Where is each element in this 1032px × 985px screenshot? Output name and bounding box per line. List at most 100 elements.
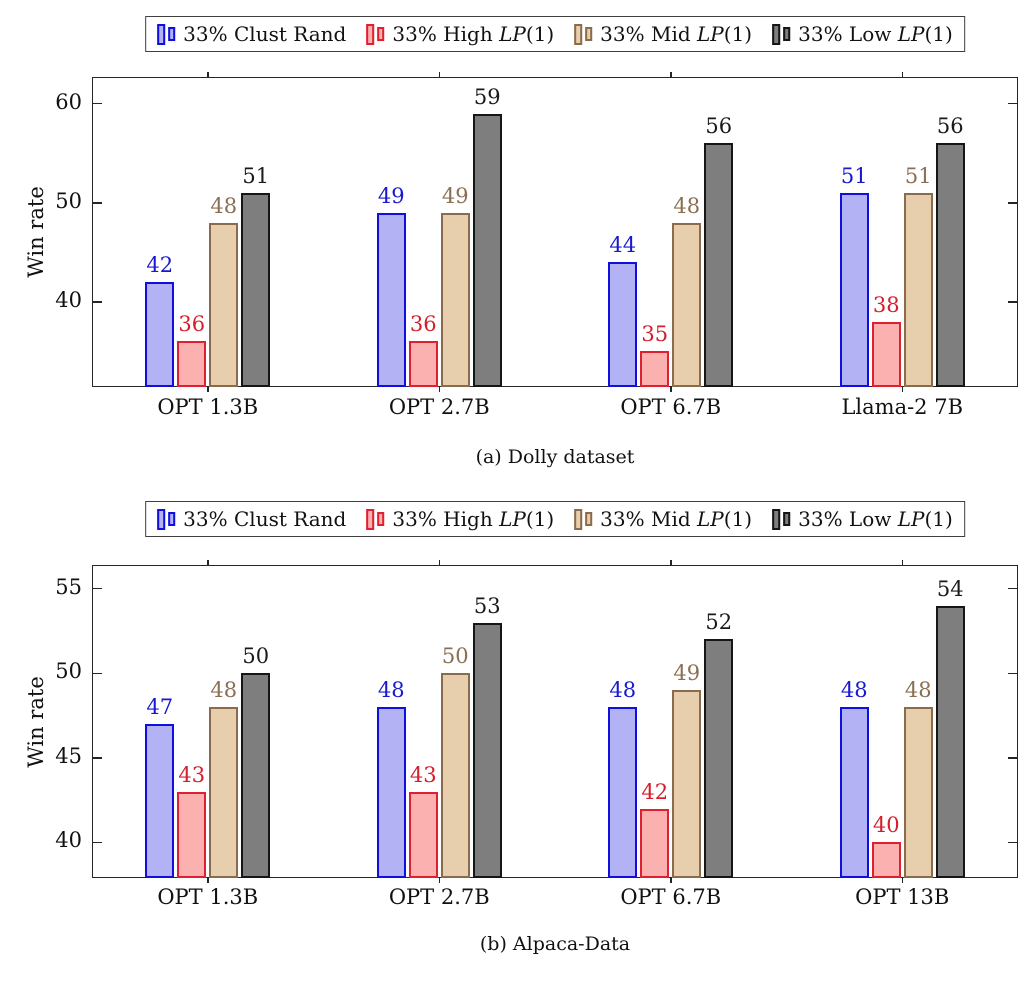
legend: 33% Clust Rand 33% High LP(1) 33% Mid LP(1… bbox=[145, 501, 965, 537]
bar bbox=[241, 673, 271, 878]
bar bbox=[839, 192, 869, 387]
bar-value-label: 51 bbox=[904, 163, 932, 188]
bar-pair-icon bbox=[157, 507, 176, 531]
caption: (a) Dolly dataset bbox=[475, 446, 635, 468]
bar-value-label: 56 bbox=[705, 114, 733, 139]
bar bbox=[935, 605, 965, 878]
legend-label: 33% Mid LP(1) bbox=[600, 22, 752, 46]
bar-value-label: 36 bbox=[178, 312, 206, 337]
legend-label: 33% Clust Rand bbox=[183, 22, 346, 46]
y-tick-label: 50 bbox=[55, 659, 82, 684]
bar bbox=[672, 690, 702, 878]
y-tick-mark bbox=[1008, 587, 1017, 590]
bar-value-label: 48 bbox=[377, 678, 405, 703]
y-tick-mark bbox=[93, 672, 102, 675]
x-tick-mark bbox=[670, 560, 672, 565]
x-tick-mark bbox=[438, 560, 440, 565]
x-tick-mark bbox=[207, 560, 209, 565]
bar bbox=[935, 143, 965, 387]
legend-entry: 33% Clust Rand bbox=[157, 507, 346, 531]
x-tick-mark bbox=[438, 387, 440, 392]
legend-entry: 33% Low LP(1) bbox=[772, 507, 953, 531]
bar bbox=[704, 639, 734, 878]
legend-bar-icon bbox=[585, 512, 593, 526]
legend-bar-icon bbox=[377, 27, 385, 41]
legend-entry: 33% Clust Rand bbox=[157, 22, 346, 46]
x-tick-label: OPT 1.3B bbox=[157, 885, 259, 909]
legend-label-text: (1) bbox=[924, 507, 953, 531]
bar bbox=[839, 707, 869, 878]
legend-bar-icon bbox=[585, 27, 593, 41]
legend-label: 33% High LP(1) bbox=[392, 507, 554, 531]
legend-label-text: 33% Mid bbox=[600, 507, 698, 531]
x-tick-mark bbox=[901, 560, 903, 565]
bar-value-label: 48 bbox=[673, 193, 701, 218]
bar bbox=[672, 222, 702, 387]
legend-bar-icon bbox=[377, 512, 385, 526]
x-tick-label: OPT 1.3B bbox=[157, 395, 259, 419]
x-tick-mark bbox=[207, 878, 209, 883]
legend-entry: 33% Mid LP(1) bbox=[574, 507, 752, 531]
y-tick-label: 55 bbox=[55, 574, 82, 599]
y-tick-mark bbox=[1008, 757, 1017, 759]
y-tick-mark bbox=[1008, 672, 1017, 675]
bar-value-label: 38 bbox=[872, 292, 900, 317]
legend-label-text: (1) bbox=[723, 507, 753, 531]
x-tick-mark bbox=[901, 878, 903, 883]
legend-label-text: LP bbox=[499, 22, 526, 46]
legend-bar-icon bbox=[772, 23, 781, 45]
x-tick-mark bbox=[901, 387, 903, 392]
x-tick-label: OPT 2.7B bbox=[388, 885, 490, 909]
bar bbox=[440, 673, 470, 878]
bar bbox=[903, 192, 933, 387]
legend-bar-icon bbox=[574, 508, 583, 530]
bar-pair-icon bbox=[157, 22, 176, 46]
bar bbox=[903, 707, 933, 878]
bar-value-label: 36 bbox=[409, 312, 437, 337]
bar bbox=[408, 791, 438, 878]
y-tick-mark bbox=[1008, 841, 1017, 844]
y-tick-mark bbox=[93, 102, 102, 105]
bar-value-label: 51 bbox=[242, 163, 270, 188]
x-tick-label: OPT 6.7B bbox=[620, 395, 722, 419]
x-tick-label: Llama-2 7B bbox=[841, 395, 964, 419]
legend-label-text: LP bbox=[897, 22, 925, 46]
legend-label: 33% Low LP(1) bbox=[798, 22, 953, 46]
legend-label-text: 33% High bbox=[392, 507, 500, 531]
x-tick-label: OPT 2.7B bbox=[388, 395, 490, 419]
caption: (b) Alpaca-Data bbox=[479, 933, 631, 955]
legend-bar-icon bbox=[366, 508, 375, 530]
y-tick-mark bbox=[93, 757, 102, 759]
bar-value-label: 48 bbox=[210, 193, 238, 218]
bar bbox=[608, 262, 638, 387]
bar bbox=[640, 808, 670, 878]
bar-pair-icon bbox=[574, 22, 593, 46]
legend-label-text: 33% Clust Rand bbox=[183, 22, 347, 46]
bar-pair-icon bbox=[574, 507, 593, 531]
bar-value-label: 53 bbox=[473, 593, 501, 618]
legend-bar-icon bbox=[366, 23, 375, 45]
legend-label-text: LP bbox=[897, 507, 925, 531]
legend-bar-icon bbox=[157, 508, 166, 530]
legend-label: 33% Low LP(1) bbox=[798, 507, 953, 531]
bar bbox=[209, 707, 239, 878]
bar bbox=[440, 212, 470, 387]
y-tick-mark bbox=[93, 202, 102, 204]
x-tick-mark bbox=[670, 72, 672, 77]
bar bbox=[376, 707, 406, 878]
bar bbox=[177, 791, 207, 878]
bar-value-label: 50 bbox=[242, 644, 270, 669]
legend-entry: 33% High LP(1) bbox=[366, 507, 554, 531]
bar-value-label: 50 bbox=[441, 644, 469, 669]
legend-bar-icon bbox=[772, 508, 781, 530]
bar-value-label: 54 bbox=[936, 576, 964, 601]
bar bbox=[472, 622, 502, 878]
legend-label-text: LP bbox=[697, 22, 724, 46]
bar-value-label: 49 bbox=[441, 183, 469, 208]
legend-label-text: 33% Mid bbox=[600, 22, 698, 46]
bar-value-label: 56 bbox=[936, 114, 964, 139]
legend-label-text: (1) bbox=[924, 22, 953, 46]
y-tick-mark bbox=[93, 587, 102, 590]
bar-value-label: 48 bbox=[210, 678, 238, 703]
bar-value-label: 49 bbox=[673, 661, 701, 686]
